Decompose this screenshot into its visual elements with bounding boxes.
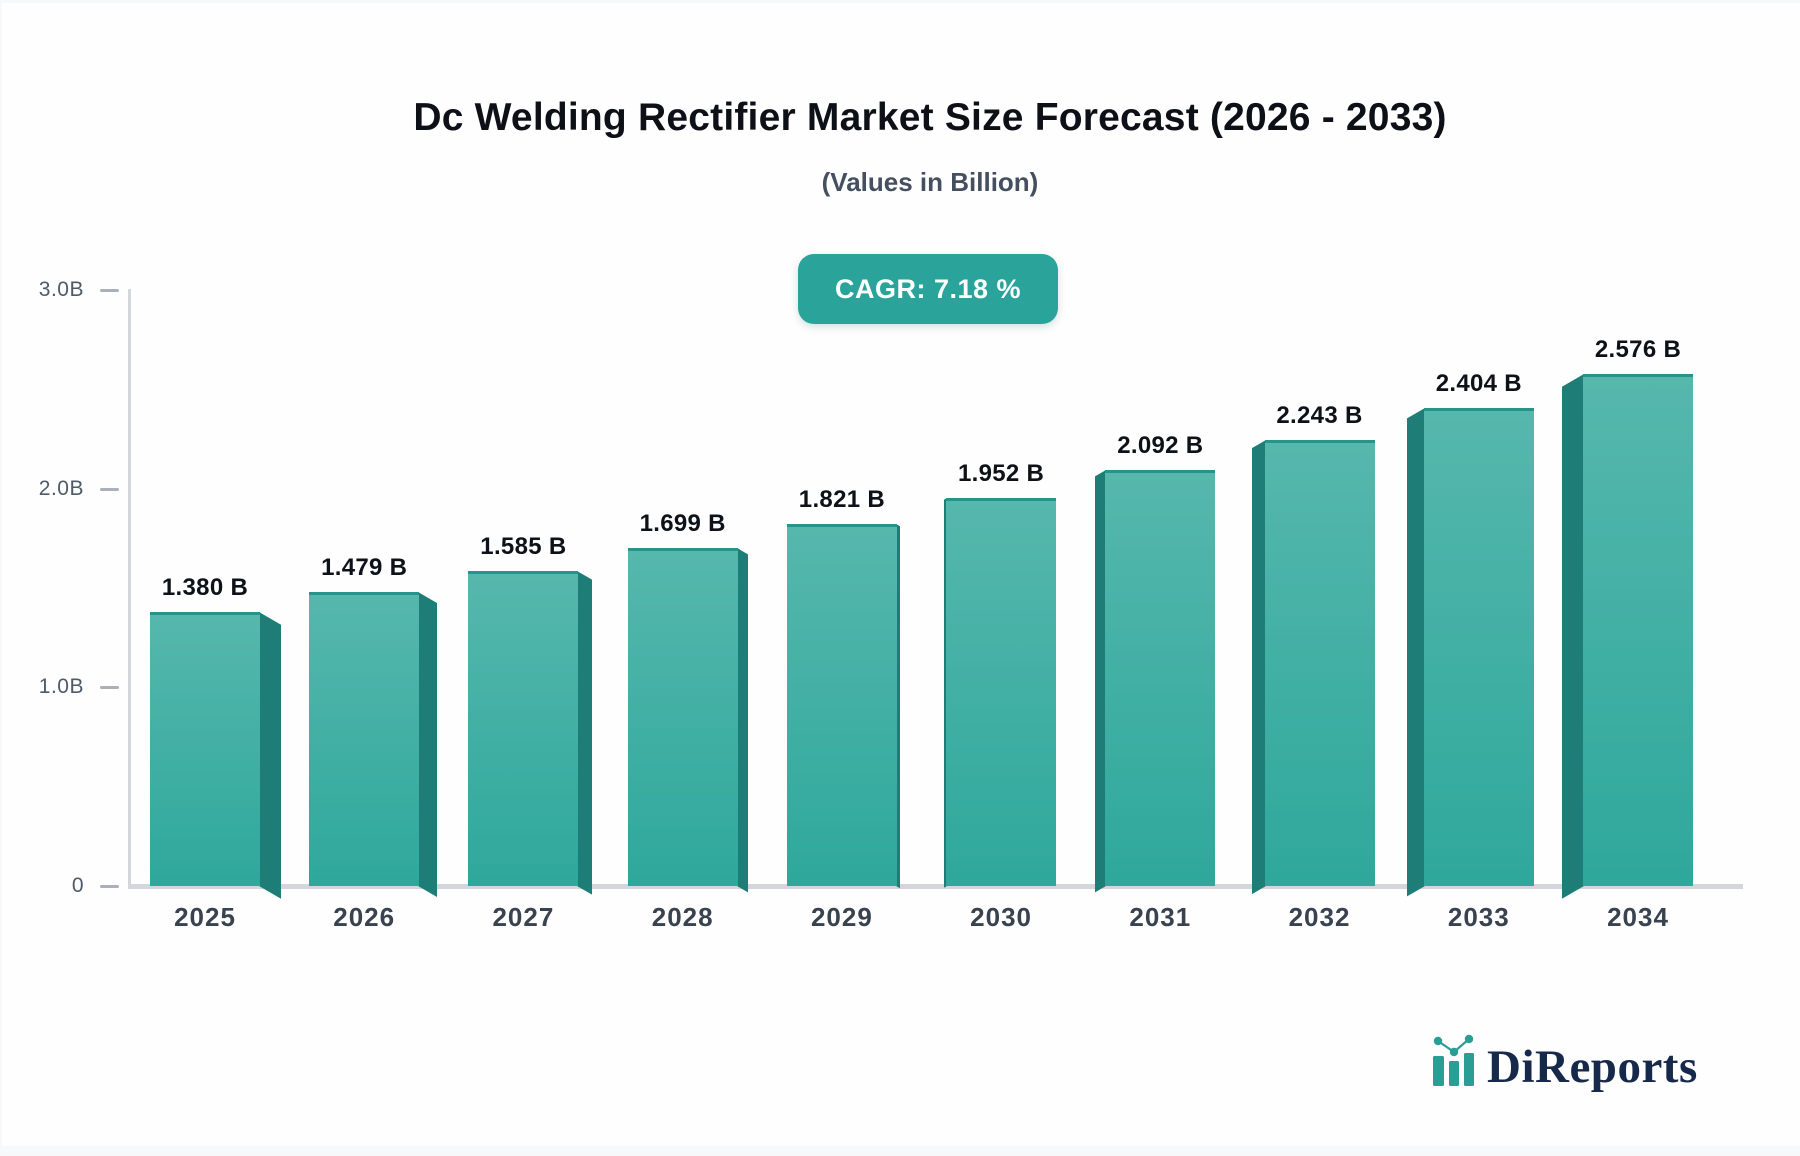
x-axis-label-2034: 2034 [1607,902,1669,932]
bar-value-label: 2.243 B [1276,402,1363,429]
bar-2034: 2.576 B [1562,336,1693,899]
x-axis-label-2032: 2032 [1288,902,1351,932]
bar-front-face [1105,470,1216,886]
bar-front-face [786,524,897,886]
bar-front-face [627,548,738,886]
bar-side-face [259,612,281,899]
x-axis-label-2027: 2027 [492,902,555,932]
y-axis-tick-label: 2.0B [38,476,84,500]
x-axis-label-2029: 2029 [810,902,873,932]
chart-subtitle: (Values in Billion) [821,167,1039,197]
bar-value-label: 2.576 B [1594,336,1682,363]
bar-2029: 1.821 B [786,486,900,889]
x-axis-label-2025: 2025 [174,902,236,932]
bar-chart-logo-icon [1433,1034,1474,1086]
bar-side-face [736,548,748,893]
bar-value-label: 1.479 B [321,554,408,581]
bar-value-label: 2.404 B [1435,370,1522,397]
y-axis-tick-label: 1.0B [38,675,84,699]
bar-value-label: 2.092 B [1117,432,1204,459]
cagr-badge-label: CAGR: 7.18 % [834,273,1022,304]
x-axis-label-2031: 2031 [1129,902,1192,932]
bar-value-label: 1.952 B [958,460,1045,487]
bar-front-face [1264,440,1375,886]
bar-front-face [1583,374,1693,886]
x-axis-label-2030: 2030 [970,902,1033,932]
direports-logo: DiReports [1432,1028,1698,1091]
bar-side-face [577,571,593,895]
bar-2026: 1.479 B [309,554,438,897]
x-axis-line [128,884,1743,889]
y-axis-tick-label: 0 [71,874,84,897]
x-axis-label-2026: 2026 [333,902,396,932]
bar-front-face [1423,408,1534,886]
bar-2031: 2.092 B [1095,432,1216,893]
y-axis-tick-mark [100,885,119,888]
bar-2030: 1.952 B [944,460,1057,888]
x-axis-label-2028: 2028 [651,902,714,932]
chart-title: Dc Welding Rectifier Market Size Forecas… [413,96,1447,139]
bar-value-label: 1.699 B [639,510,726,537]
bar-front-face [468,571,579,886]
bar-value-label: 1.821 B [798,486,885,513]
bar-2028: 1.699 B [627,510,748,893]
bar-side-face [1562,374,1584,899]
bar-front-face [309,592,420,886]
x-axis-label-2033: 2033 [1447,902,1510,932]
bar-front-face [946,498,1057,886]
y-axis-tick-mark [100,288,119,292]
y-axis-line [128,289,131,888]
cagr-badge: CAGR: 7.18 % [798,254,1058,324]
y-axis-tick-mark [100,487,119,491]
y-axis-tick-mark [100,686,119,690]
y-axis-tick-label: 3.0B [38,277,84,301]
bar-2033: 2.404 B [1406,370,1534,897]
bar-value-label: 1.585 B [480,533,567,560]
bar-side-face [1406,408,1425,897]
bar-value-label: 1.380 B [161,574,249,601]
bar-2032: 2.243 B [1251,402,1375,895]
bar-front-face [150,612,260,886]
bar-side-face [418,592,438,897]
logo-text: DiReports [1487,1041,1698,1093]
bar-2025: 1.380 B [150,574,281,899]
bar-side-face [1251,440,1266,895]
bar-2027: 1.585 B [468,533,593,895]
